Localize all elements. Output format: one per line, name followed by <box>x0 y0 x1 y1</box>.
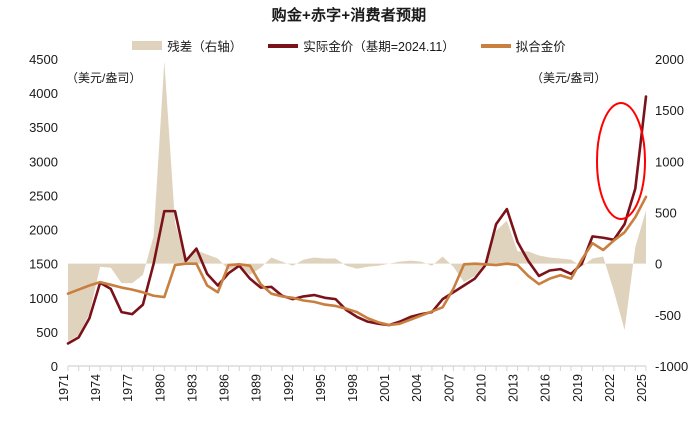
x-tick-label: 2013 <box>507 374 521 402</box>
x-tick-label: 2019 <box>571 374 585 402</box>
x-tick-label: 1986 <box>218 374 232 402</box>
x-tick-label: 1983 <box>185 374 199 402</box>
legend-label-fitted: 拟合金价 <box>515 40 566 54</box>
x-tick-label: 2010 <box>474 374 488 402</box>
series-residual-area <box>68 61 646 342</box>
x-tick-label: 1998 <box>346 374 360 402</box>
y2-tick-label: 1000 <box>655 154 684 169</box>
x-tick-label: 2022 <box>603 374 617 402</box>
residual-area <box>68 61 646 342</box>
y-tick-label: 1000 <box>29 291 58 306</box>
y-tick-label: 3500 <box>29 120 58 135</box>
y2-tick-label: 1500 <box>655 103 684 118</box>
y2-tick-label: 0 <box>655 257 662 272</box>
y-axis-right-unit: （美元/盎司） <box>531 71 606 85</box>
highlight-ellipse-annotation <box>596 102 646 220</box>
legend-swatch-actual <box>268 43 299 48</box>
y-axis-left-unit: （美元/盎司） <box>66 71 141 85</box>
legend-item-actual: 实际金价（基期=2024.11） <box>268 36 455 55</box>
x-tick-label: 1989 <box>250 374 264 402</box>
chart-legend: 残差（右轴） 实际金价（基期=2024.11） 拟合金价 <box>0 36 698 55</box>
x-tick-label: 2001 <box>378 374 392 402</box>
chart-title: 购金+赤字+消费者预期 <box>271 7 427 24</box>
line-fitted-gold-price <box>66 195 648 327</box>
y-axis-right-labels: -1000 -500 0 500 1000 1500 2000 <box>655 52 688 374</box>
legend-swatch-fitted <box>480 43 511 48</box>
y-tick-label: 4000 <box>29 86 58 101</box>
y2-tick-label: -500 <box>655 308 681 323</box>
y2-tick-label: -1000 <box>655 359 688 374</box>
legend-label-actual: 实际金价（基期=2024.11） <box>303 40 455 54</box>
x-tick-label: 2007 <box>442 374 456 402</box>
x-tick-label: 2016 <box>539 374 553 402</box>
x-tick-label: 2004 <box>410 374 424 402</box>
legend-item-fitted: 拟合金价 <box>480 36 566 55</box>
y-axis-left-labels: 0 500 1000 1500 2000 2500 3000 3500 4000 4500 <box>29 52 58 374</box>
x-tick-label: 1980 <box>153 374 167 402</box>
legend-item-residual: 残差（右轴） <box>132 36 242 55</box>
legend-label-residual: 残差（右轴） <box>167 40 243 54</box>
y-tick-label: 4500 <box>29 52 58 67</box>
x-axis-labels: 1971 1974 1977 1980 1983 1986 1989 1992 1995 1998… <box>57 374 649 402</box>
x-tick-label: 1974 <box>89 374 103 402</box>
y-tick-label: 2000 <box>29 223 58 238</box>
x-axis-ticks <box>67 366 647 371</box>
x-tick-label: 1971 <box>57 374 71 402</box>
line-actual-gold-price <box>66 95 648 345</box>
y-tick-label: 1500 <box>29 257 58 272</box>
x-tick-label: 1995 <box>314 374 328 402</box>
x-tick-label: 1977 <box>121 374 135 402</box>
y2-tick-label: 500 <box>655 206 677 221</box>
y2-tick-label: 2000 <box>655 52 684 67</box>
y-tick-label: 2500 <box>29 188 58 203</box>
x-tick-label: 2025 <box>635 374 649 402</box>
x-tick-label: 1992 <box>282 374 296 402</box>
legend-swatch-residual <box>132 41 163 50</box>
series-lines <box>66 95 648 345</box>
y-tick-label: 3000 <box>29 154 58 169</box>
y-tick-label: 0 <box>51 359 58 374</box>
y-tick-label: 500 <box>36 325 58 340</box>
